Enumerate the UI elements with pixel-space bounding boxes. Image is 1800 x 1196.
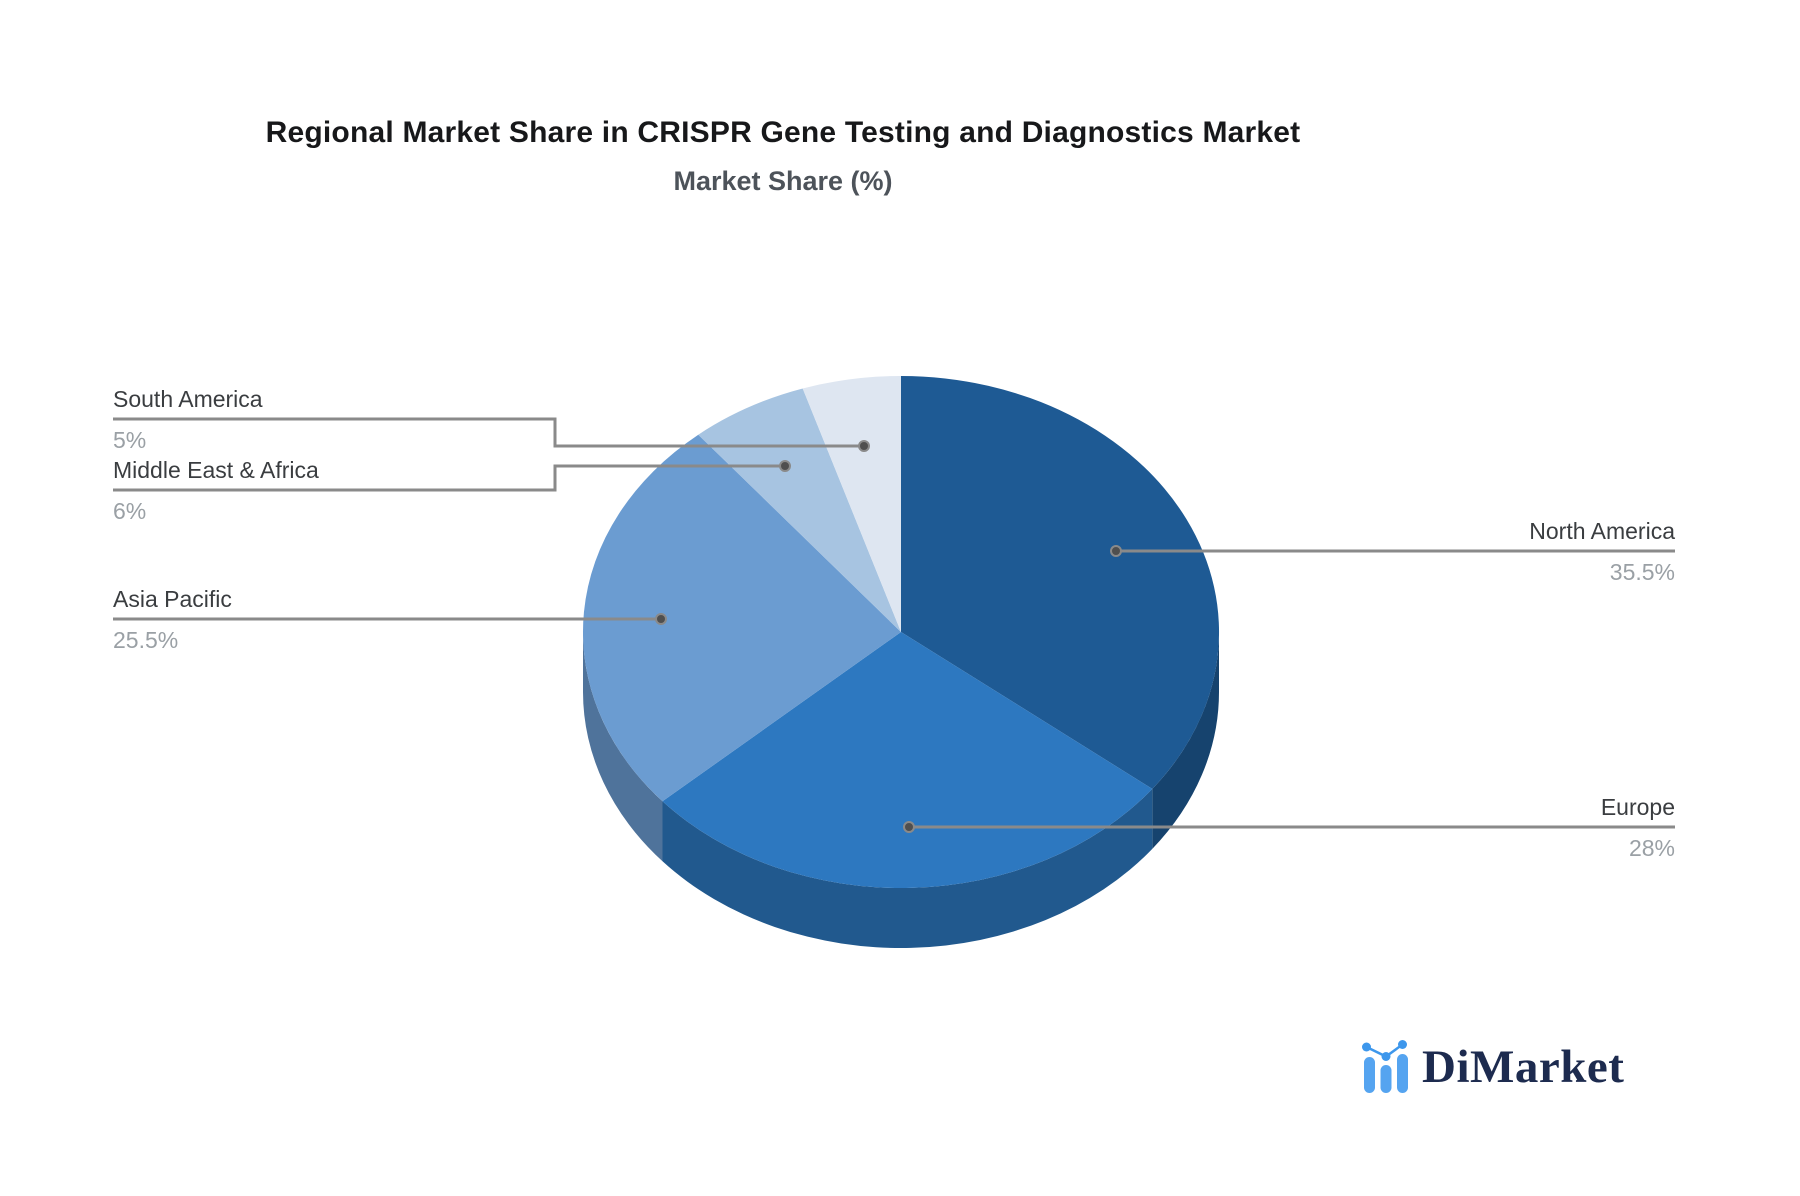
callout-dot-europe xyxy=(903,821,915,833)
callout-label-europe: Europe xyxy=(1600,794,1675,820)
logo-dot-3 xyxy=(1398,1040,1407,1049)
callout-value-middle-east-africa: 6% xyxy=(113,498,147,524)
pie-slice-europe[interactable] xyxy=(662,632,1153,888)
callout-label-south-america: South America xyxy=(113,386,263,412)
logo-dot-2 xyxy=(1381,1052,1391,1061)
callout-label-middle-east-africa: Middle East & Africa xyxy=(113,457,319,483)
logo-text: DiMarket xyxy=(1422,1040,1625,1093)
logo-bar-2 xyxy=(1380,1065,1392,1093)
pie-slice-south-america[interactable] xyxy=(802,375,901,632)
callout-line-middle-east-africa xyxy=(113,464,785,492)
chart-title: Regional Market Share in CRISPR Gene Tes… xyxy=(265,116,1301,149)
callout-value-north-america: 35.5% xyxy=(1609,559,1675,585)
callout-dot-asia-pacific xyxy=(655,613,667,625)
logo-dot-1 xyxy=(1362,1042,1371,1052)
logo-bar-1 xyxy=(1364,1057,1375,1093)
callout-label-north-america: North America xyxy=(1529,518,1675,544)
pie-slice-middle-east-africa[interactable] xyxy=(698,388,901,633)
callout-label-asia-pacific: Asia Pacific xyxy=(113,586,232,612)
callout-value-south-america: 5% xyxy=(113,427,147,453)
pie-slice-asia-pacific[interactable] xyxy=(582,434,901,802)
callout-value-asia-pacific: 25.5% xyxy=(113,627,179,653)
pie-slice-side-north-america xyxy=(1152,632,1219,849)
pie-slice-side-europe xyxy=(662,788,1153,948)
callout-dot-south-america xyxy=(858,440,870,452)
bar-chart-logo-icon xyxy=(1362,1040,1408,1093)
callout-dot-middle-east-africa xyxy=(779,460,791,472)
dimarket-logo: DiMarket xyxy=(1362,1038,1624,1095)
chart-subtitle: Market Share (%) xyxy=(673,166,893,196)
pie-slice-side-asia-pacific xyxy=(583,632,663,862)
callout-value-europe: 28% xyxy=(1628,835,1675,861)
callout-line-south-america xyxy=(113,417,864,448)
callout-dot-north-america xyxy=(1110,545,1122,557)
logo-bar-3 xyxy=(1397,1054,1408,1093)
pie-slice-north-america[interactable] xyxy=(901,376,1220,789)
